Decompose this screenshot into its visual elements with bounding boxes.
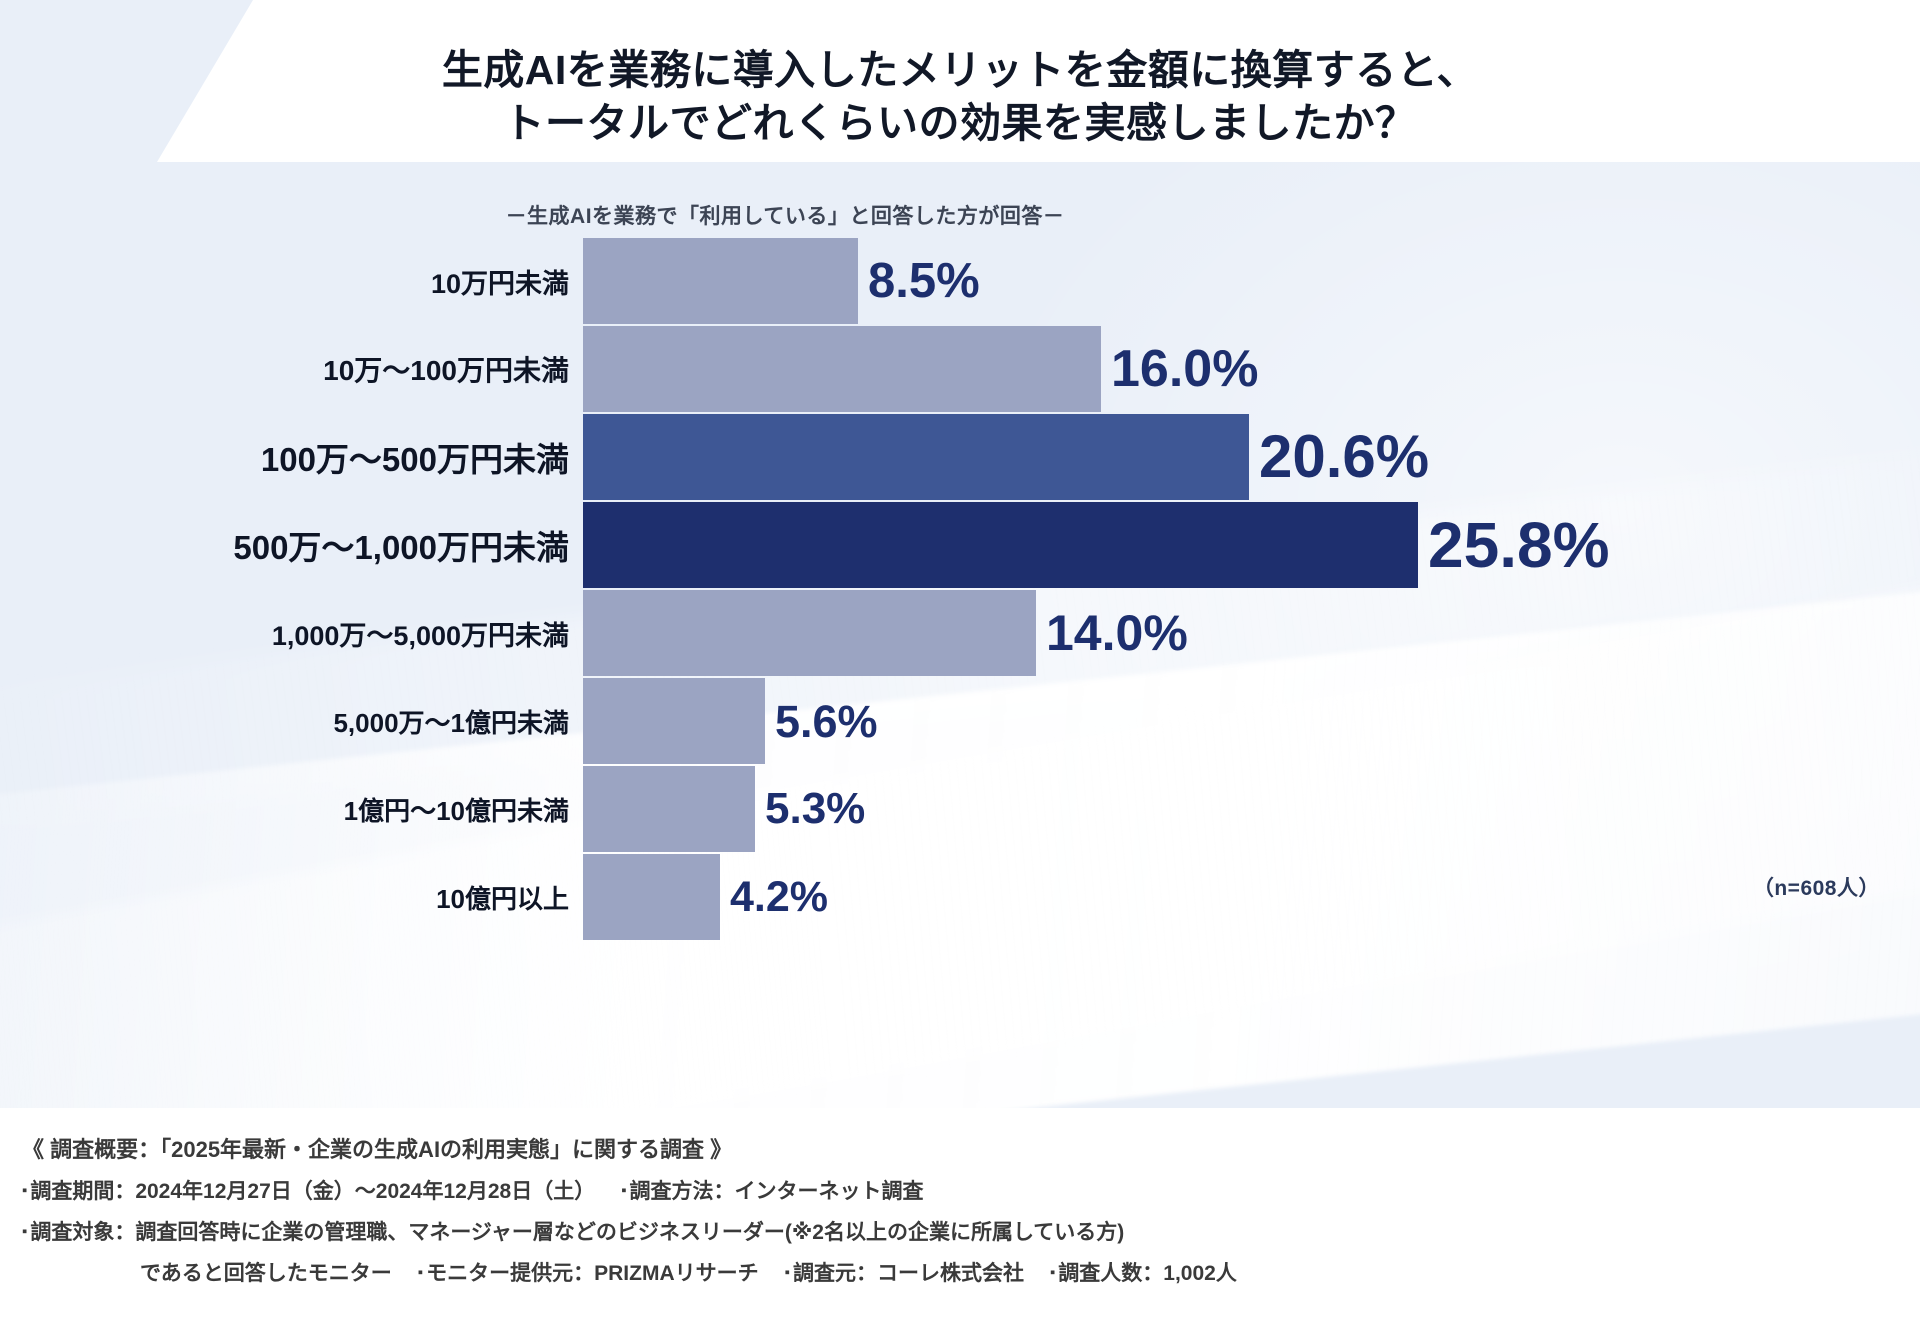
footer-method-text: 調査方法：インターネット調査	[629, 1180, 924, 1203]
footer-period-text: 調査期間：2024年12月27日（金）〜2024年12月28日（土）	[30, 1180, 596, 1203]
footer-line-overview: 《 調査概要：「2025年最新・企業の生成AIの利用実態」に関する調査 》	[22, 1137, 733, 1162]
bar	[583, 326, 1101, 412]
bar-value-label: 20.6%	[1259, 423, 1430, 490]
footer-provider-text: モニター提供元：PRIZMAリサーチ	[426, 1262, 759, 1285]
title-banner	[157, 0, 1920, 162]
bar-category-label: 5,000万〜1億円未満	[333, 707, 569, 738]
bullet-icon: ▪	[1049, 1264, 1056, 1281]
footer-line-period: ▪ 調査期間：2024年12月27日（金）〜2024年12月28日（土） ▪ 調査方法…	[22, 1175, 1582, 1205]
bar-category-label: 500万〜1,000万円未満	[233, 529, 569, 566]
bullet-icon: ▪	[784, 1264, 790, 1281]
survey-footer: 《 調査概要：「2025年最新・企業の生成AIの利用実態」に関する調査 》 ▪ 調…	[0, 1108, 1920, 1329]
bar-and-value: 4.2%	[583, 854, 828, 940]
bar-and-value: 16.0%	[583, 326, 1258, 412]
bar-and-value: 8.5%	[583, 238, 980, 324]
bar-category-label: 100万〜500万円未満	[260, 441, 569, 478]
bar-value-label: 5.6%	[775, 695, 878, 747]
chart-bar-row: 10万円未満 8.5%	[0, 238, 1920, 324]
footer-count-text: 調査人数：1,002人	[1058, 1262, 1237, 1285]
bar-value-label: 8.5%	[868, 253, 980, 308]
bar-chart: 10万円未満 8.5% 10万〜100万円未満 16.0% 100万〜500万円未満 20…	[0, 238, 1920, 942]
bar	[583, 414, 1249, 500]
chart-bar-row: 5,000万〜1億円未満 5.6%	[0, 678, 1920, 764]
bar-and-value: 5.6%	[583, 678, 878, 764]
sample-size-note: （n=608人）	[1752, 877, 1880, 900]
chart-bar-row: 1億円〜10億円未満 5.3%	[0, 766, 1920, 852]
bar	[583, 766, 755, 852]
bar-value-label: 16.0%	[1111, 340, 1259, 398]
bar	[583, 590, 1036, 676]
bar-and-value: 5.3%	[583, 766, 865, 852]
chart-bar-row: 1,000万〜5,000万円未満 14.0%	[0, 590, 1920, 676]
bar-category-label: 10万〜100万円未満	[323, 355, 569, 386]
bar	[583, 502, 1418, 588]
bar-category-label: 10万円未満	[430, 268, 569, 299]
chart-bar-row: 10億円以上 4.2%	[0, 854, 1920, 940]
bar	[583, 238, 858, 324]
bar-value-label: 4.2%	[730, 872, 829, 921]
bar-category-label: 10億円以上	[436, 883, 569, 914]
bullet-icon: ▪	[621, 1182, 627, 1199]
chart-bar-row: 100万〜500万円未満 20.6%	[0, 414, 1920, 500]
footer-target-text: 調査対象：調査回答時に企業の管理職、マネージャー層などのビジネスリーダー(※2名…	[30, 1221, 1125, 1244]
bar-and-value: 14.0%	[583, 590, 1188, 676]
bullet-icon: ▪	[417, 1264, 424, 1281]
chart-subtitle: －生成AIを業務で「利用している」と回答した方が回答－	[505, 205, 1065, 228]
bullet-icon: ▪	[22, 1182, 28, 1199]
chart-bar-row: 500万〜1,000万円未満 25.8%	[0, 502, 1920, 588]
page-title-line1: 生成AIを業務に導入したメリットを金額に換算すると、	[441, 47, 1479, 93]
footer-monitor-text: であると回答したモニター	[140, 1262, 392, 1285]
bar	[583, 678, 765, 764]
bar-value-label: 5.3%	[765, 784, 866, 833]
bar-value-label: 14.0%	[1046, 605, 1188, 661]
footer-line-target: ▪ 調査対象：調査回答時に企業の管理職、マネージャー層などのビジネスリーダー(※2…	[22, 1216, 1582, 1246]
footer-line-monitor: であると回答したモニター ▪ モニター提供元：PRIZMAリサーチ ▪ 調査元：コーレ株…	[22, 1257, 1582, 1287]
bar-and-value: 25.8%	[583, 502, 1609, 588]
bar-value-label: 25.8%	[1428, 509, 1610, 581]
bar-category-label: 1億円〜10億円未満	[343, 795, 569, 826]
page-title: 生成AIを業務に導入したメリットを金額に換算すると、 トータルでどれくらいの効果…	[0, 44, 1920, 151]
bar	[583, 854, 720, 940]
footer-researcher-text: 調査元：コーレ株式会社	[792, 1262, 1024, 1285]
bullet-icon: ▪	[22, 1223, 28, 1240]
chart-bar-row: 10万〜100万円未満 16.0%	[0, 326, 1920, 412]
bar-category-label: 1,000万〜5,000万円未満	[271, 620, 569, 651]
page-title-line2: トータルでどれくらいの効果を実感しましたか？	[503, 100, 1417, 147]
bar-and-value: 20.6%	[583, 414, 1429, 500]
